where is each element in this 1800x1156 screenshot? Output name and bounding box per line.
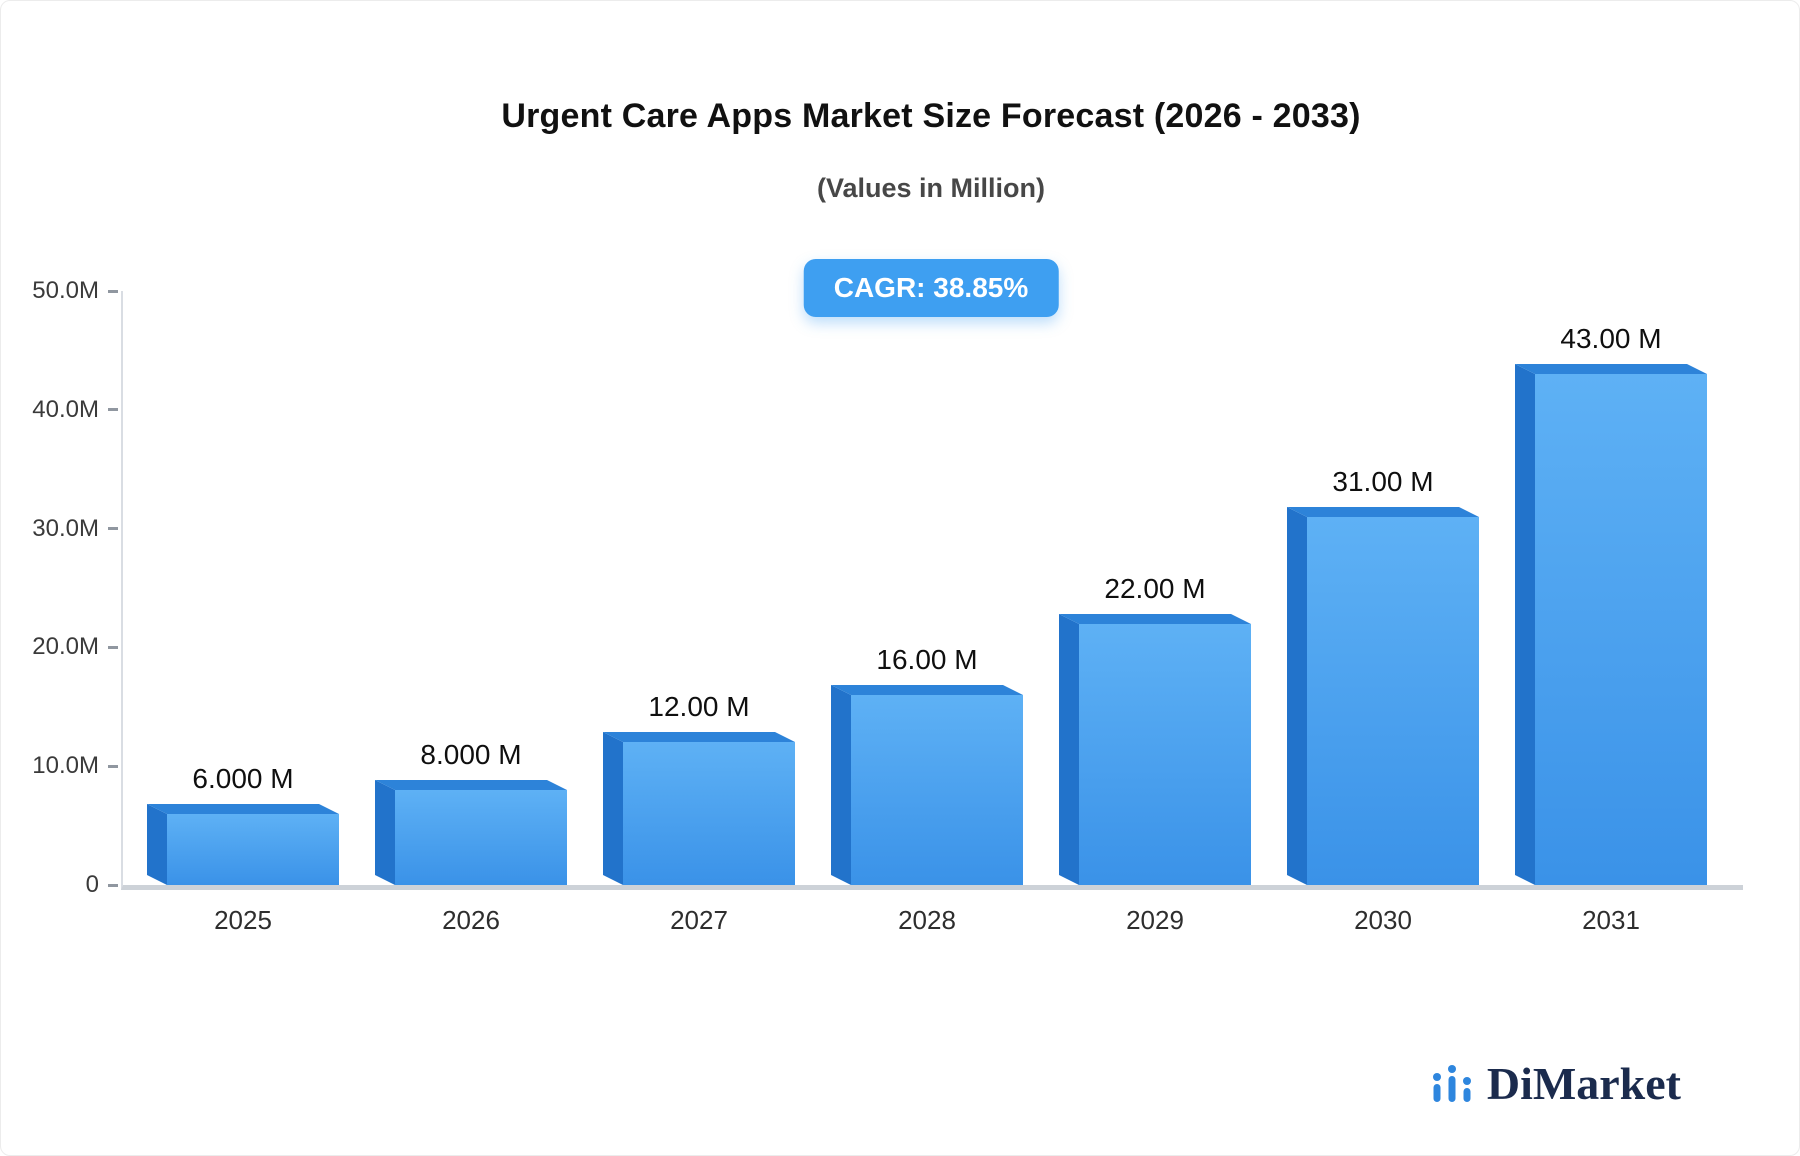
bar-slot: 16.00 M 2028 [813,291,1041,935]
bar [1287,507,1479,885]
y-tick-mark [108,764,118,768]
bar-value-label: 31.00 M [1332,466,1434,497]
y-tick-label: 40.0M [32,395,99,423]
x-axis-label: 2025 [214,905,272,935]
plot-area: 50.0M 40.0M 30.0M 20.0M 10.0M 0 6.000 M 2025 8.… [32,277,1743,935]
y-tick-mark [108,408,118,412]
bar-value-label: 16.00 M [876,644,978,675]
bars-row: 6.000 M 2025 8.000 M 2026 12.00 M 2027 16.00 M… [129,291,1743,935]
bar-value-label: 22.00 M [1104,573,1206,604]
dimarket-logo: DiMarket [1429,1061,1681,1107]
bar-slot: 43.00 M 2031 [1497,291,1725,935]
bar [1515,364,1707,885]
y-tick-mark [108,883,118,887]
bar-value-label: 6.000 M [192,763,294,794]
y-tick-label: 50.0M [32,277,99,304]
x-axis-label: 2028 [898,905,956,935]
bar [147,804,339,885]
x-axis-label: 2027 [670,905,728,935]
y-tick-mark [108,289,118,293]
bar-slot: 31.00 M 2030 [1269,291,1497,935]
y-tick-label: 30.0M [32,514,99,542]
y-tick-label: 20.0M [32,633,99,661]
y-tick-label: 0 [85,871,99,898]
x-axis-label: 2029 [1126,905,1184,935]
cagr-badge: CAGR: 38.85% [803,259,1059,317]
bar [1059,614,1251,885]
chart-subtitle: (Values in Million) [816,173,1046,203]
y-tick-mark [108,645,118,649]
x-axis-label: 2031 [1582,905,1640,935]
bar-value-label: 8.000 M [420,739,522,770]
x-axis-label: 2026 [442,905,500,935]
y-tick-mark [108,527,118,531]
x-axis-label: 2030 [1354,905,1412,935]
bar-chart-icon [1432,1065,1471,1102]
chart-title: Urgent Care Apps Market Size Forecast (2… [501,97,1361,135]
bar [375,780,567,885]
bar-slot: 22.00 M 2029 [1041,291,1269,935]
bar [831,685,1023,885]
y-tick-label: 10.0M [32,752,99,780]
bar-value-label: 43.00 M [1560,323,1662,354]
dimarket-logo-text: DiMarket [1486,1058,1681,1109]
bar-value-label: 12.00 M [648,691,750,722]
bar-slot: 6.000 M 2025 [129,291,357,935]
bar-slot: 8.000 M 2026 [357,291,585,935]
bar [603,732,795,885]
y-axis-ticks: 50.0M 40.0M 30.0M 20.0M 10.0M 0 [32,277,1743,898]
bar-slot: 12.00 M 2027 [585,291,813,935]
